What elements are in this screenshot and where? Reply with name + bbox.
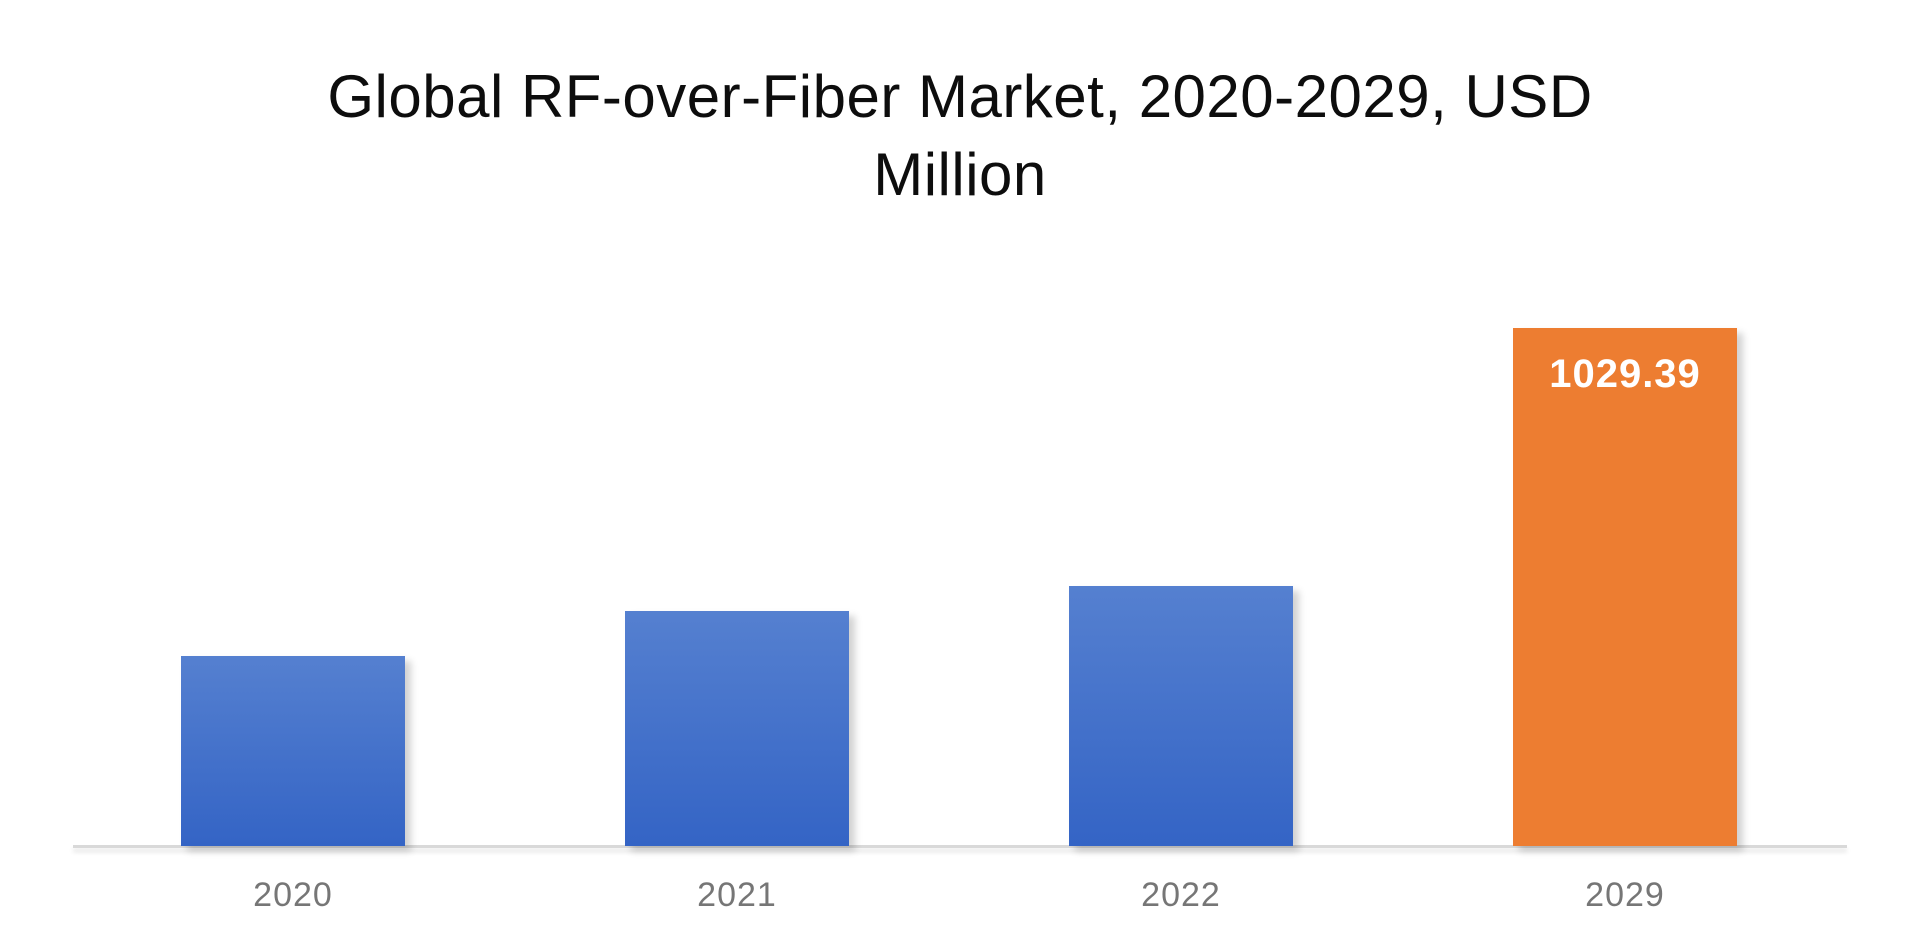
bar-2020: [181, 656, 405, 846]
x-tick-label-2021: 2021: [697, 876, 777, 914]
chart-title: Global RF-over-Fiber Market, 2020-2029, …: [0, 58, 1920, 214]
chart-title-line-2: Million: [873, 141, 1047, 208]
bar-2029: 1029.39: [1513, 328, 1737, 846]
bar-2022: [1069, 586, 1293, 846]
x-tick-label-2029: 2029: [1585, 876, 1665, 914]
bar-2021: [625, 611, 849, 846]
x-tick-label-2022: 2022: [1141, 876, 1221, 914]
bar-value-label-2029: 1029.39: [1549, 352, 1701, 396]
x-tick-label-2020: 2020: [253, 876, 333, 914]
x-axis-line: [73, 845, 1847, 848]
chart-title-line-1: Global RF-over-Fiber Market, 2020-2029, …: [327, 63, 1593, 130]
